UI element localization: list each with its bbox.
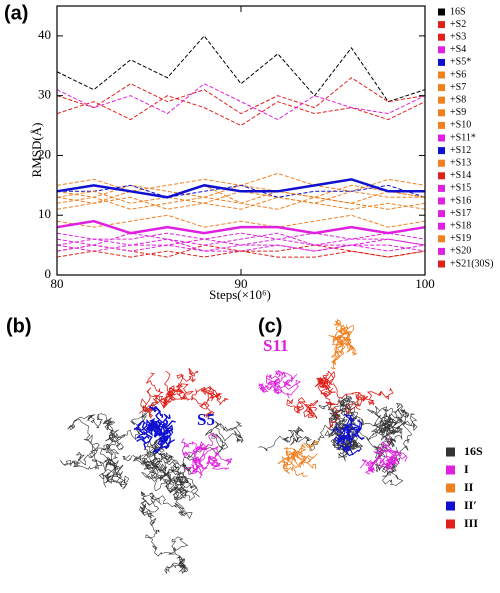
legend-marker: [438, 21, 445, 29]
series-line: [56, 250, 426, 258]
legend-label: +S14: [450, 170, 471, 181]
legend-marker: [438, 84, 445, 92]
y-tick-label: 20: [38, 146, 51, 161]
legend-label: +S5*: [450, 57, 471, 68]
legend-marker: [446, 447, 455, 457]
y-tick-label: 30: [38, 87, 51, 102]
legend-label: +S13: [450, 157, 471, 168]
legend-marker: [438, 159, 445, 167]
series-line: [56, 232, 426, 246]
legend-label: +S12: [450, 145, 471, 156]
series-line: [57, 184, 426, 198]
legend-label: 16S: [464, 444, 483, 458]
panel-label: (a): [4, 2, 28, 24]
series-line: [56, 238, 426, 246]
legend-label: +S18: [450, 220, 471, 231]
legend-marker: [438, 172, 445, 180]
legend-marker: [438, 184, 445, 192]
x-tick-label: 80: [51, 276, 64, 291]
molecule-strand: [258, 394, 418, 486]
legend-label: +S17: [450, 208, 471, 219]
series-line: [56, 83, 426, 121]
y-tick-label: 10: [38, 206, 51, 221]
legend-marker: [446, 483, 455, 493]
series-line: [56, 184, 426, 204]
x-axis-label: Steps(×10⁶): [209, 287, 271, 302]
legend-marker: [438, 210, 445, 218]
molecule-drawings: [59, 318, 418, 574]
series-line: [56, 77, 426, 115]
legend-label: +S4: [450, 44, 466, 55]
legend-marker: [446, 501, 455, 511]
molecule-strand: [328, 318, 358, 370]
legend-label: +S15: [450, 183, 471, 194]
legend-label: II: [464, 480, 474, 494]
molecule-strand: [180, 432, 233, 479]
legend-label: +S8: [450, 94, 466, 105]
legend-marker: [438, 222, 445, 230]
molecule-strand: [332, 413, 365, 457]
legend-label: +S21(30S): [450, 258, 493, 269]
legend-label: +S2: [450, 19, 466, 30]
series-line: [56, 244, 426, 252]
annotation: S11: [263, 336, 289, 355]
legend-label: +S10: [450, 120, 471, 131]
legend-label: +S3: [450, 31, 466, 42]
y-tick-label: 0: [45, 266, 52, 281]
plot-frame: [56, 5, 426, 276]
legend-marker: [438, 58, 445, 66]
legend-marker: [438, 197, 445, 205]
y-axis-label: RMSD(Å): [29, 123, 44, 178]
series-line: [56, 214, 426, 228]
series-line: [56, 219, 426, 235]
legend-marker: [446, 519, 455, 529]
molecule-strand: [359, 436, 408, 475]
molecule-strand: [59, 396, 244, 574]
legend-marker: [438, 247, 445, 255]
legend-marker: [438, 134, 445, 142]
series-line: [56, 178, 425, 199]
legend-label: +S16: [450, 195, 471, 206]
legend-marker: [438, 260, 445, 268]
series-line: [56, 35, 426, 103]
panel-label: (b): [6, 315, 32, 337]
legend-marker: [438, 96, 445, 104]
legend-marker: [438, 71, 445, 79]
x-tick-label: 100: [415, 276, 435, 291]
series-line: [56, 238, 426, 252]
plot-area: [56, 35, 426, 258]
legend-label: III: [464, 516, 478, 530]
legend-marker: [438, 235, 445, 243]
y-tick-label: 40: [38, 27, 51, 42]
legend-marker: [438, 33, 445, 41]
molecule-strand: [286, 370, 394, 429]
legend-label: +S7: [450, 82, 466, 93]
legend-label: 16S: [450, 6, 466, 17]
legend-marker: [438, 109, 445, 117]
legend-marker: [446, 465, 455, 475]
x-tick-label: 90: [235, 276, 248, 291]
molecule-strand: [257, 369, 302, 399]
legend-label: II′: [464, 498, 477, 512]
legend-marker: [438, 8, 445, 16]
legend-label: +S11*: [450, 132, 476, 143]
molecule-strand: [133, 405, 176, 454]
legend-label: I: [464, 462, 469, 476]
legend-label: +S19: [450, 233, 471, 244]
legend-label: +S9: [450, 107, 466, 118]
legend-label: +S20: [450, 246, 471, 257]
legend-marker: [438, 121, 445, 129]
legend-marker: [438, 147, 445, 155]
molecule-strand: [277, 440, 319, 477]
legend-label: +S6: [450, 69, 466, 80]
annotation: S5: [197, 410, 215, 429]
panel-label: (c): [258, 315, 282, 337]
legend-marker: [438, 46, 445, 54]
series-line: [56, 232, 426, 240]
